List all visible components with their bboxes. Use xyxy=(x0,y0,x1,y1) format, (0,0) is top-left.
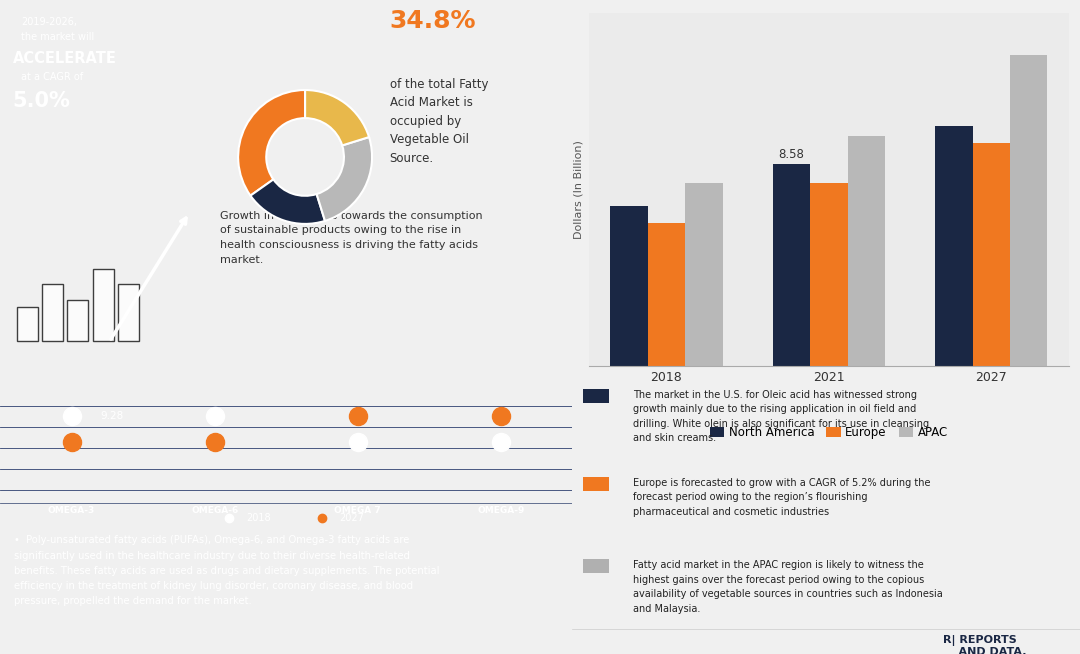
Text: ACCELERATE: ACCELERATE xyxy=(13,51,117,66)
Bar xyxy=(935,126,973,366)
Wedge shape xyxy=(251,179,325,224)
Text: Europe is forecasted to grow with a CAGR of 5.2% during the
forecast period owin: Europe is forecasted to grow with a CAGR… xyxy=(633,478,931,517)
Text: The market in the U.S. for Oleic acid has witnessed strong
growth mainly due to : The market in the U.S. for Oleic acid ha… xyxy=(633,390,930,443)
Text: 2027: 2027 xyxy=(339,513,364,523)
Wedge shape xyxy=(316,137,372,221)
Text: OMEGA 7: OMEGA 7 xyxy=(335,506,381,515)
Legend: North America, Europe, APAC: North America, Europe, APAC xyxy=(705,422,953,444)
Text: 2019-2026,: 2019-2026, xyxy=(22,17,77,27)
Bar xyxy=(685,182,723,366)
Text: 2018: 2018 xyxy=(246,513,271,523)
Wedge shape xyxy=(239,90,306,196)
Text: 9.28: 9.28 xyxy=(100,411,123,421)
FancyBboxPatch shape xyxy=(17,307,38,341)
Text: Growth in awareness towards the consumption
of sustainable products owing to the: Growth in awareness towards the consumpt… xyxy=(219,211,483,265)
Wedge shape xyxy=(306,90,369,145)
Text: 8.58: 8.58 xyxy=(779,148,805,162)
Bar xyxy=(1010,56,1048,366)
Text: 5.0%: 5.0% xyxy=(13,91,70,111)
Text: OMEGA-6: OMEGA-6 xyxy=(191,506,239,515)
Bar xyxy=(848,135,885,366)
FancyBboxPatch shape xyxy=(67,300,89,341)
FancyBboxPatch shape xyxy=(582,388,609,403)
Bar xyxy=(648,222,685,366)
Y-axis label: Dollars (In Billion): Dollars (In Billion) xyxy=(573,140,583,239)
Bar xyxy=(973,143,1010,366)
FancyBboxPatch shape xyxy=(118,284,139,341)
Text: of the total Fatty
Acid Market is
occupied by
Vegetable Oil
Source.: of the total Fatty Acid Market is occupi… xyxy=(390,78,488,165)
Text: OMEGA-9: OMEGA-9 xyxy=(477,506,525,515)
Text: OMEGA-3: OMEGA-3 xyxy=(48,506,95,515)
Bar xyxy=(810,182,848,366)
Text: Fatty acid market in the APAC region is likely to witness the
highest gains over: Fatty acid market in the APAC region is … xyxy=(633,560,943,613)
Text: R| REPORTS
    AND DATA.: R| REPORTS AND DATA. xyxy=(943,635,1026,654)
Bar xyxy=(610,206,648,366)
Text: 34.8%: 34.8% xyxy=(390,9,476,33)
Text: •  Poly-unsaturated fatty acids (PUFAs), Omega-6, and Omega-3 fatty acids are
si: • Poly-unsaturated fatty acids (PUFAs), … xyxy=(14,536,440,606)
FancyBboxPatch shape xyxy=(93,269,113,341)
Text: at a CAGR of: at a CAGR of xyxy=(22,72,83,82)
Bar xyxy=(773,164,810,366)
Text: the market will: the market will xyxy=(22,32,94,43)
FancyBboxPatch shape xyxy=(582,477,609,491)
FancyBboxPatch shape xyxy=(42,284,64,341)
FancyBboxPatch shape xyxy=(582,559,609,574)
